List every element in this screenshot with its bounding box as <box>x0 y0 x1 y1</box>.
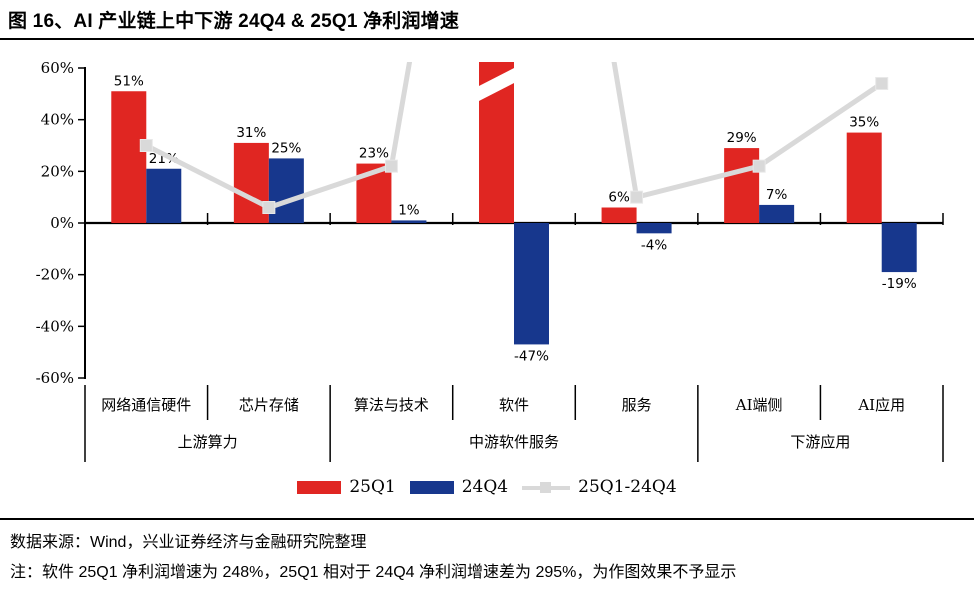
diff-marker-sample <box>540 481 552 493</box>
bars-24q4: 21% 25% 1% -47% -4% 7% -19% <box>146 140 917 364</box>
footer-rule <box>0 518 974 520</box>
y-tick-label: 40% <box>41 111 74 129</box>
category-label-软件: 软件 <box>499 396 529 414</box>
group-label-下游应用: 下游应用 <box>790 433 850 451</box>
bar-value-label: -47% <box>514 348 549 364</box>
bar-value-label: -19% <box>882 276 917 292</box>
legend-label-24q4: 24Q4 <box>461 477 509 497</box>
bar-value-label: 29% <box>727 130 757 146</box>
figure-title: 图 16、AI 产业链上中下游 24Q4 & 25Q1 净利润增速 <box>8 11 460 32</box>
bar-24q4-AI端侧 <box>759 204 795 223</box>
bar-value-label: 23% <box>359 146 389 162</box>
y-tick-label: 60% <box>41 59 74 77</box>
legend-item-24q4: 24Q4 <box>409 477 509 497</box>
bar-24q4-算法与技术 <box>391 220 427 223</box>
bar-value-label: 21% <box>149 151 179 167</box>
y-tick-label: -20% <box>36 266 74 284</box>
legend-item-25q1: 25Q1 <box>297 477 396 497</box>
diff-marker-服务 <box>630 190 644 204</box>
bar-24q4-AI应用 <box>881 223 917 273</box>
bar-25q1-AI端侧 <box>724 148 760 223</box>
bar-25q1-服务 <box>601 207 637 223</box>
footnote-line: 注：软件 25Q1 净利润增速为 248%，25Q1 相对于 24Q4 净利润增… <box>10 564 737 581</box>
category-label-算法与技术: 算法与技术 <box>354 396 429 414</box>
bar-25q1-AI应用 <box>846 132 882 223</box>
y-tick-label: -40% <box>36 317 74 335</box>
category-label-AI端侧: AI端侧 <box>735 396 783 414</box>
group-label-上游算力: 上游算力 <box>178 433 238 451</box>
bar-value-label: 25% <box>271 140 301 156</box>
bar-25q1-网络通信硬件 <box>111 91 147 223</box>
diff-marker-网络通信硬件 <box>139 139 153 152</box>
y-tick-label: 20% <box>41 162 74 180</box>
legend-label-25q1: 25Q1 <box>349 477 396 497</box>
legend-swatch-25q1 <box>297 480 342 494</box>
chart-legend: 25Q1 24Q4 25Q1-24Q4 <box>0 472 974 502</box>
bar-value-label: 35% <box>849 115 879 131</box>
data-source-line: 数据来源：Wind，兴业证券经济与金融研究院整理 <box>10 534 367 551</box>
legend-swatch-diff-line <box>522 481 571 494</box>
bar-24q4-服务 <box>636 223 672 234</box>
y-tick-label: -60% <box>36 369 74 387</box>
y-tick-label: 0% <box>50 214 74 232</box>
category-label-网络通信硬件: 网络通信硬件 <box>101 396 191 414</box>
diff-marker-AI应用 <box>875 77 889 90</box>
legend-swatch-24q4 <box>409 480 454 494</box>
diff-marker-AI端侧 <box>752 159 766 173</box>
bar-break-mark <box>477 67 516 102</box>
bar-24q4-软件 <box>514 223 549 345</box>
category-label-AI应用: AI应用 <box>857 396 905 414</box>
category-label-服务: 服务 <box>622 396 652 414</box>
category-label-芯片存储: 芯片存储 <box>239 396 299 414</box>
diff-marker-算法与技术 <box>384 159 398 173</box>
diff-marker-芯片存储 <box>262 201 276 214</box>
legend-label-diff: 25Q1-24Q4 <box>578 477 677 497</box>
bar-value-label: -4% <box>641 237 667 253</box>
bar-value-label: 7% <box>766 187 788 203</box>
profit-growth-chart: 60% 40% 20% 0% -20% -40% -60% 51% 31% 23% 6% 29% 35%… <box>36 59 944 462</box>
legend-item-diff: 25Q1-24Q4 <box>522 477 677 497</box>
bar-value-label: 1% <box>398 202 420 218</box>
group-label-中游软件服务: 中游软件服务 <box>469 433 559 451</box>
bar-24q4-网络通信硬件 <box>146 168 182 223</box>
bar-value-label: 51% <box>114 73 144 89</box>
bar-value-label: 6% <box>608 190 630 206</box>
bar-value-label: 31% <box>236 125 266 141</box>
y-axis: 60% 40% 20% 0% -20% -40% -60% <box>36 59 86 387</box>
title-underline <box>0 38 974 40</box>
